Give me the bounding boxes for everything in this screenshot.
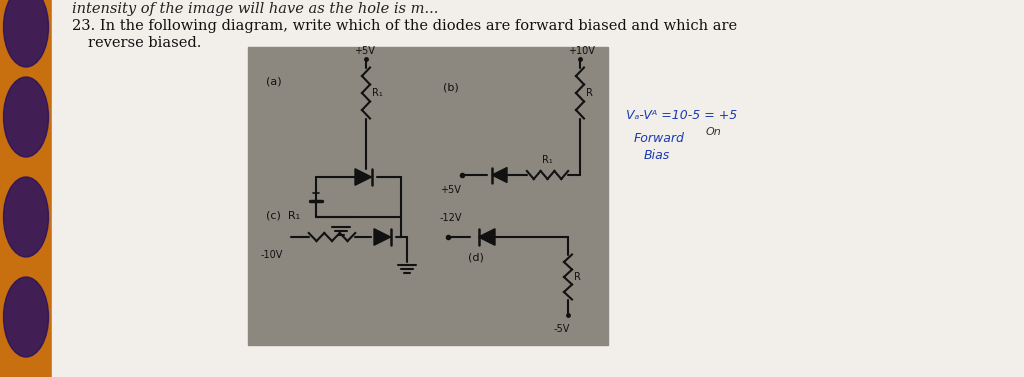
Text: reverse biased.: reverse biased. [88, 36, 202, 50]
Ellipse shape [3, 177, 48, 257]
Ellipse shape [3, 77, 48, 157]
Polygon shape [478, 229, 495, 245]
Text: Vₐ-Vᴬ =10-5 = +5: Vₐ-Vᴬ =10-5 = +5 [626, 109, 737, 122]
Polygon shape [355, 169, 372, 185]
Text: Forward: Forward [634, 132, 685, 145]
Text: -10V: -10V [261, 250, 284, 260]
Text: Bias: Bias [644, 149, 671, 162]
Ellipse shape [3, 0, 48, 67]
Text: On: On [706, 127, 722, 137]
Text: +5V: +5V [440, 185, 461, 195]
Text: 23. In the following diagram, write which of the diodes are forward biased and w: 23. In the following diagram, write whic… [72, 19, 737, 33]
Text: (d): (d) [468, 252, 484, 262]
Text: (a): (a) [266, 77, 282, 87]
Text: (b): (b) [443, 82, 459, 92]
Text: -12V: -12V [440, 213, 463, 223]
Text: -5V: -5V [554, 324, 570, 334]
Bar [0, 0, 52, 377]
Text: R: R [574, 272, 581, 282]
Text: +5V: +5V [354, 46, 375, 56]
Text: R: R [586, 88, 593, 98]
Text: (c)  R₁: (c) R₁ [266, 210, 300, 220]
Text: +10V: +10V [568, 46, 595, 56]
Ellipse shape [3, 277, 48, 357]
Text: intensity of the image will have as the hole is m...: intensity of the image will have as the … [72, 2, 438, 16]
Text: R₁: R₁ [542, 155, 553, 165]
Polygon shape [374, 229, 390, 245]
Text: R₁: R₁ [372, 88, 383, 98]
Polygon shape [492, 167, 507, 182]
Bar [248, 47, 608, 345]
